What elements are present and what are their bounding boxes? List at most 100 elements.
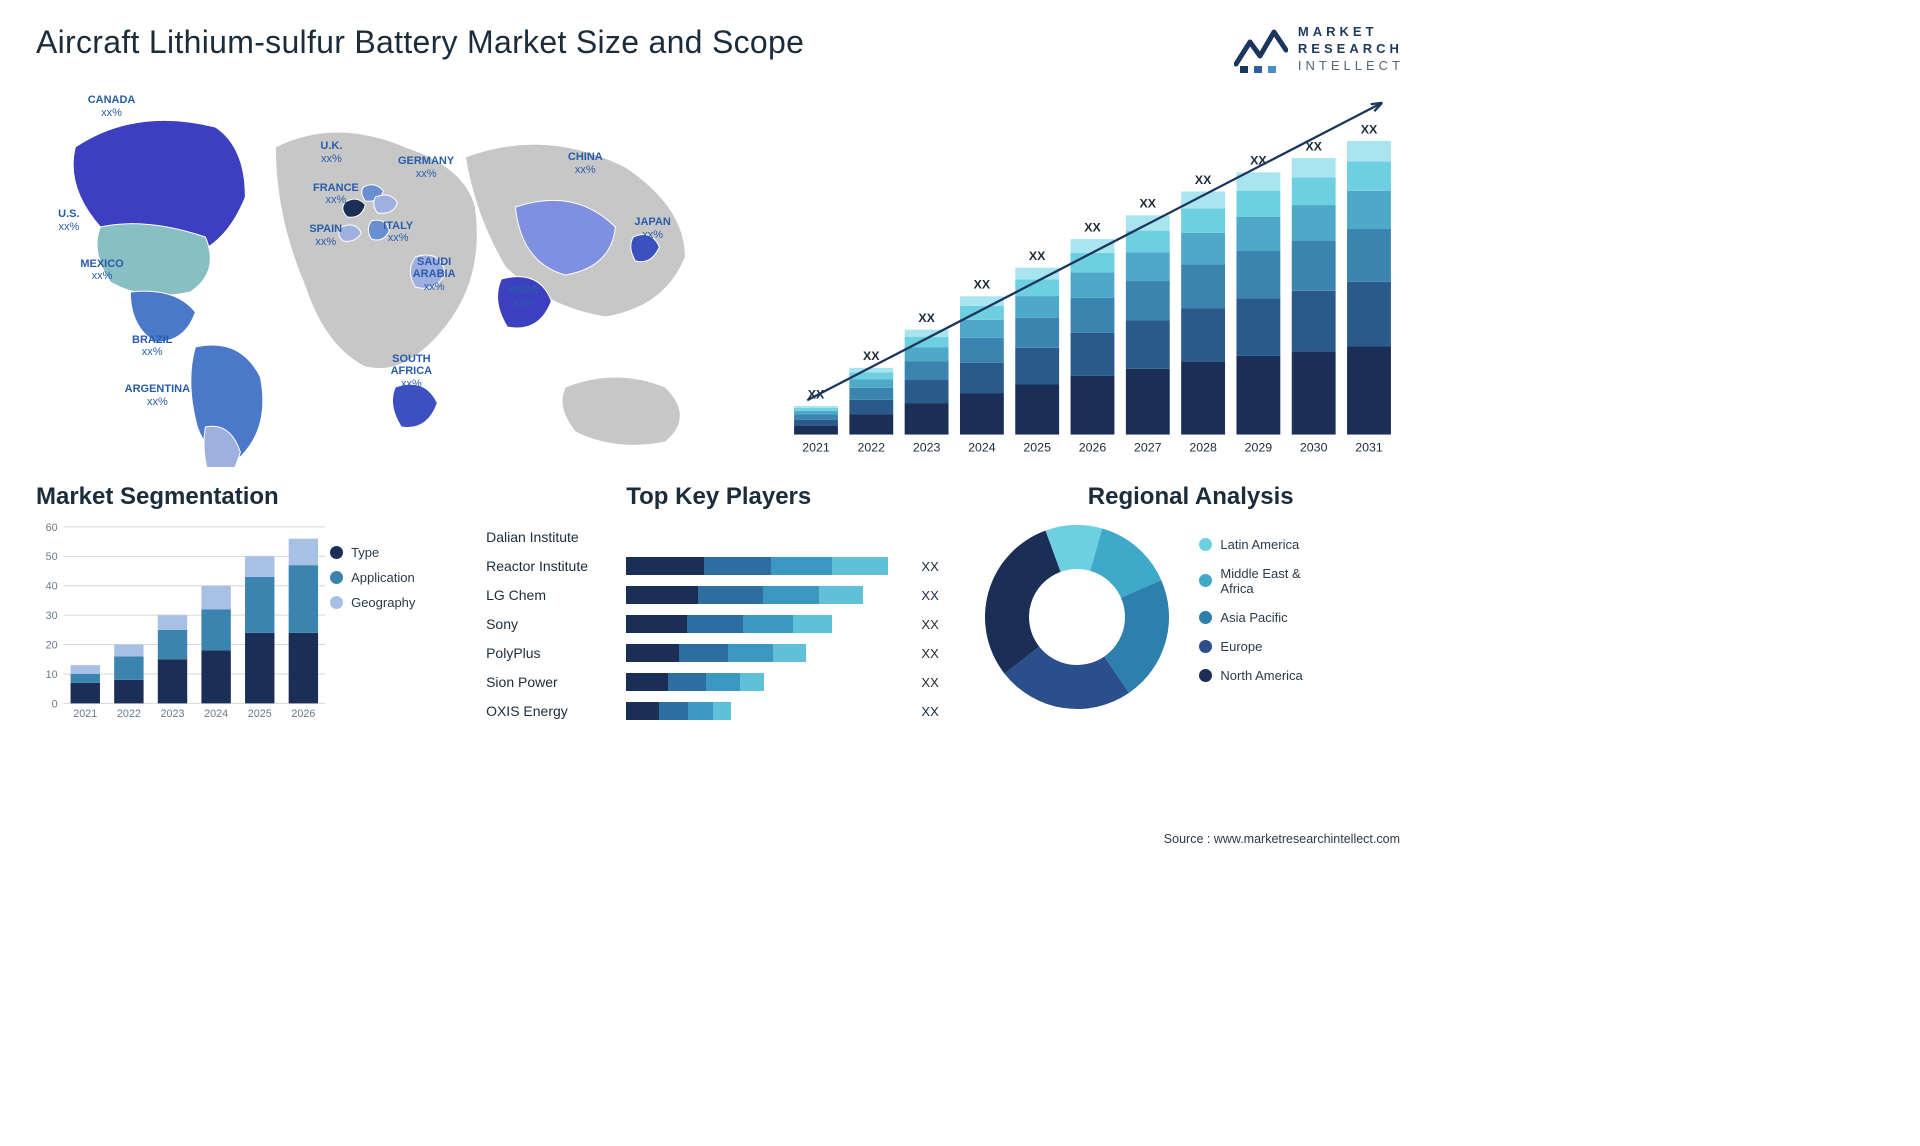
map-label: ARGENTINAxx% — [125, 383, 190, 408]
players-heading: Top Key Players — [486, 483, 951, 511]
regional-donut — [977, 517, 1177, 717]
regional-panel: Regional Analysis Latin AmericaMiddle Ea… — [977, 483, 1404, 727]
svg-text:2024: 2024 — [204, 708, 228, 720]
regional-heading: Regional Analysis — [977, 483, 1404, 511]
player-row: PolyPlus XX — [486, 639, 951, 668]
svg-text:2023: 2023 — [913, 440, 941, 454]
player-row: Dalian Institute — [486, 523, 951, 552]
svg-text:2028: 2028 — [1189, 440, 1217, 454]
player-bar — [626, 586, 915, 604]
player-name: LG Chem — [486, 587, 626, 603]
regional-legend: Latin AmericaMiddle East &AfricaAsia Pac… — [1177, 537, 1404, 697]
svg-text:30: 30 — [46, 610, 58, 622]
svg-text:50: 50 — [46, 551, 58, 563]
svg-text:XX: XX — [1360, 122, 1377, 136]
player-bar — [626, 557, 915, 575]
players-panel: Top Key Players Dalian Institute Reactor … — [486, 483, 951, 727]
legend-item: North America — [1199, 668, 1404, 683]
svg-text:XX: XX — [1195, 172, 1212, 186]
player-bar — [626, 528, 915, 546]
svg-text:2023: 2023 — [161, 708, 185, 720]
player-row: LG Chem XX — [486, 581, 951, 610]
player-name: Dalian Institute — [486, 529, 626, 545]
player-row: OXIS Energy XX — [486, 697, 951, 726]
player-value: XX — [915, 559, 951, 574]
player-bar — [626, 673, 915, 691]
logo-line1: MARKET — [1298, 24, 1404, 41]
svg-text:XX: XX — [863, 349, 880, 363]
map-label: FRANCExx% — [313, 182, 359, 207]
svg-text:XX: XX — [918, 311, 935, 325]
map-label: SOUTHAFRICAxx% — [391, 353, 433, 391]
segmentation-legend: Type Application Geography — [330, 517, 460, 727]
legend-item: Latin America — [1199, 537, 1404, 552]
svg-text:XX: XX — [1029, 249, 1046, 263]
logo-icon — [1234, 24, 1288, 74]
svg-text:2031: 2031 — [1355, 440, 1383, 454]
map-label: SAUDIARABIAxx% — [413, 256, 456, 294]
player-row: Sion Power XX — [486, 668, 951, 697]
player-name: Sony — [486, 616, 626, 632]
svg-text:2025: 2025 — [248, 708, 272, 720]
player-row: Reactor Institute XX — [486, 552, 951, 581]
logo-line2: RESEARCH — [1298, 41, 1404, 58]
map-label: U.K.xx% — [320, 140, 342, 165]
svg-text:2029: 2029 — [1244, 440, 1272, 454]
map-label: JAPANxx% — [634, 216, 670, 241]
svg-text:10: 10 — [46, 669, 58, 681]
map-label: MEXICOxx% — [80, 258, 123, 283]
svg-text:XX: XX — [1084, 220, 1101, 234]
player-value: XX — [915, 704, 951, 719]
logo-line3: INTELLECT — [1298, 58, 1404, 75]
svg-text:2027: 2027 — [1134, 440, 1162, 454]
world-map-panel: CANADAxx% U.S.xx% MEXICOxx% BRAZILxx% ARGENT… — [36, 87, 775, 467]
map-label: INDIAxx% — [509, 284, 539, 309]
svg-text:20: 20 — [46, 639, 58, 651]
svg-text:XX: XX — [973, 277, 990, 291]
map-label: ITALYxx% — [383, 220, 413, 245]
player-name: OXIS Energy — [486, 703, 626, 719]
segmentation-heading: Market Segmentation — [36, 483, 460, 511]
legend-item: Europe — [1199, 639, 1404, 654]
player-name: Reactor Institute — [486, 558, 626, 574]
map-label: CANADAxx% — [88, 94, 136, 119]
svg-text:40: 40 — [46, 580, 58, 592]
map-label: GERMANYxx% — [398, 155, 454, 180]
svg-text:2025: 2025 — [1023, 440, 1051, 454]
main-bar-chart: XX 2021 XX 2022 XX 2023 XX 2024 XX 2025 XX 2026 XX 20… — [775, 87, 1404, 467]
map-label: U.S.xx% — [58, 208, 79, 233]
map-label: BRAZILxx% — [132, 334, 172, 359]
source-attribution: Source : www.marketresearchintellect.com — [1164, 832, 1400, 846]
map-label: SPAINxx% — [309, 223, 342, 248]
svg-text:2022: 2022 — [117, 708, 141, 720]
page-title: Aircraft Lithium-sulfur Battery Market S… — [36, 24, 804, 61]
player-value: XX — [915, 646, 951, 661]
svg-text:2021: 2021 — [802, 440, 830, 454]
player-row: Sony XX — [486, 610, 951, 639]
legend-item: Geography — [330, 595, 460, 610]
player-bar — [626, 644, 915, 662]
brand-logo: MARKET RESEARCH INTELLECT — [1234, 24, 1404, 75]
svg-text:2026: 2026 — [1078, 440, 1106, 454]
player-value: XX — [915, 588, 951, 603]
legend-item: Application — [330, 570, 460, 585]
svg-text:2026: 2026 — [291, 708, 315, 720]
svg-text:2024: 2024 — [968, 440, 996, 454]
player-value: XX — [915, 675, 951, 690]
svg-text:60: 60 — [46, 522, 58, 534]
svg-text:XX: XX — [1139, 196, 1156, 210]
legend-item: Type — [330, 545, 460, 560]
svg-text:2021: 2021 — [73, 708, 97, 720]
svg-text:0: 0 — [52, 698, 58, 710]
player-name: PolyPlus — [486, 645, 626, 661]
world-map — [36, 87, 775, 467]
legend-item: Asia Pacific — [1199, 610, 1404, 625]
svg-text:2030: 2030 — [1300, 440, 1328, 454]
player-bar — [626, 702, 915, 720]
player-bar — [626, 615, 915, 633]
player-value: XX — [915, 617, 951, 632]
svg-text:2022: 2022 — [857, 440, 885, 454]
segmentation-panel: Market Segmentation 0 10 20 30 40 50 60 2021 202… — [36, 483, 460, 727]
player-name: Sion Power — [486, 674, 626, 690]
segmentation-chart: 0 10 20 30 40 50 60 2021 2022 2023 2024 2025 2026 — [36, 517, 330, 727]
